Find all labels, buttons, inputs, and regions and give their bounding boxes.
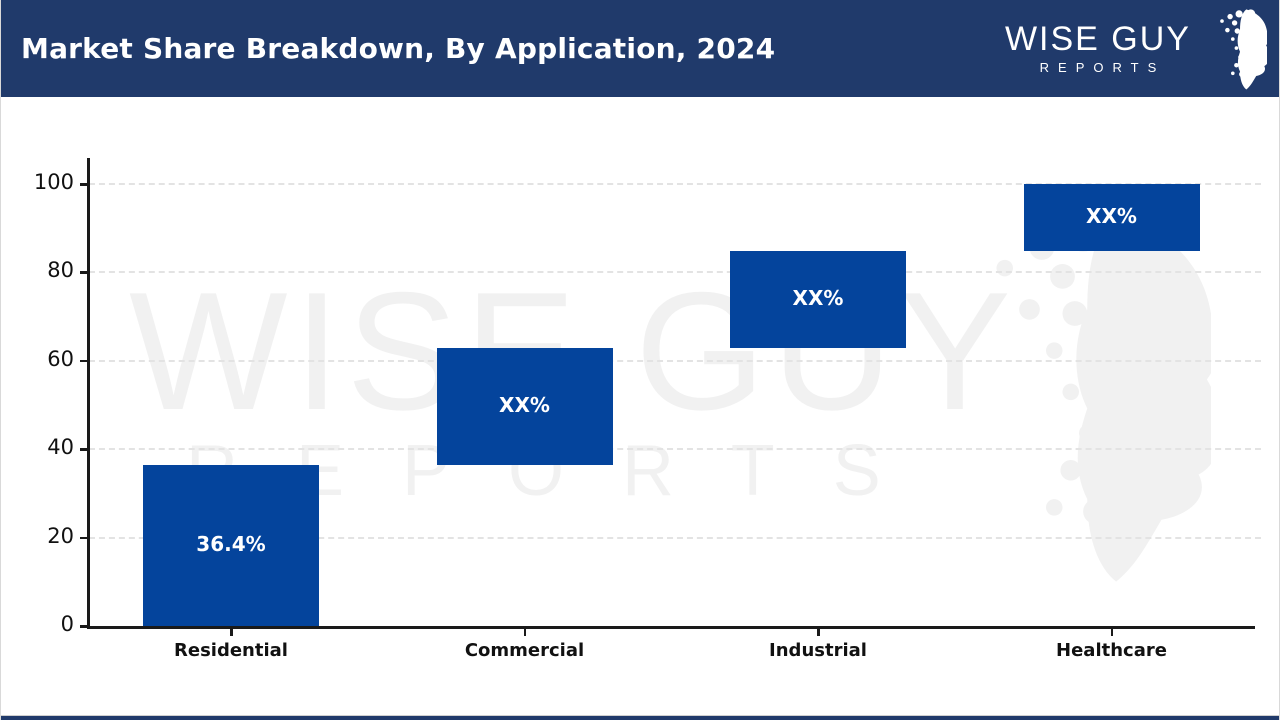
category-label-commercial: Commercial	[464, 640, 585, 661]
x-axis-line	[87, 626, 1255, 629]
y-tick-label-40: 40	[47, 435, 74, 460]
y-tick-label-100: 100	[33, 170, 74, 194]
category-label-residential: Residential	[174, 640, 288, 661]
bar-residential	[143, 465, 319, 626]
bar-industrial	[730, 251, 906, 348]
header-bar: Market Share Breakdown, By Application, …	[1, 0, 1279, 97]
x-tickmark-0	[230, 628, 233, 636]
x-tickmark-1	[523, 628, 526, 636]
logo-subtitle: REPORTS	[1039, 60, 1166, 76]
gridline-80	[89, 271, 1261, 274]
gridline-60	[89, 359, 1261, 362]
y-tickmark-100	[80, 183, 89, 186]
bar-value-label: 36.4%	[196, 531, 266, 556]
y-tick-label-60: 60	[47, 346, 74, 371]
logo-name: WISE GUY	[1004, 19, 1191, 58]
logo-text: WISE GUY REPORTS	[1004, 19, 1191, 76]
x-tickmark-2	[817, 628, 820, 636]
y-tick-label-20: 20	[47, 523, 74, 548]
dotted-head-icon	[1220, 8, 1267, 89]
x-tickmark-3	[1110, 628, 1113, 636]
y-tickmark-20	[80, 536, 89, 540]
y-tickmark-80	[80, 271, 89, 274]
y-tickmark-0	[80, 625, 89, 628]
chart-title: Market Share Breakdown, By Application, …	[21, 32, 776, 65]
bar-value-label: XX%	[499, 392, 550, 417]
y-axis-line	[87, 158, 90, 629]
bar-value-label: XX%	[1086, 203, 1137, 228]
y-tickmark-40	[80, 448, 89, 451]
bar-value-label: XX%	[792, 285, 844, 310]
gridline-40	[89, 448, 1261, 451]
category-label-healthcare: Healthcare	[1056, 640, 1167, 661]
bar-healthcare	[1023, 184, 1200, 252]
category-label-industrial: Industrial	[769, 640, 867, 661]
footer-divider	[1, 715, 1279, 716]
y-tick-label-80: 80	[47, 258, 74, 283]
wise-guy-logo: WISE GUY REPORTS	[1005, 8, 1267, 90]
y-tick-label-0: 0	[60, 612, 74, 636]
gridline-100	[89, 183, 1261, 185]
gridline-20	[89, 536, 1261, 539]
footer-accent-bar	[1, 716, 1279, 720]
y-tickmark-60	[80, 359, 89, 363]
bar-commercial	[436, 347, 613, 466]
